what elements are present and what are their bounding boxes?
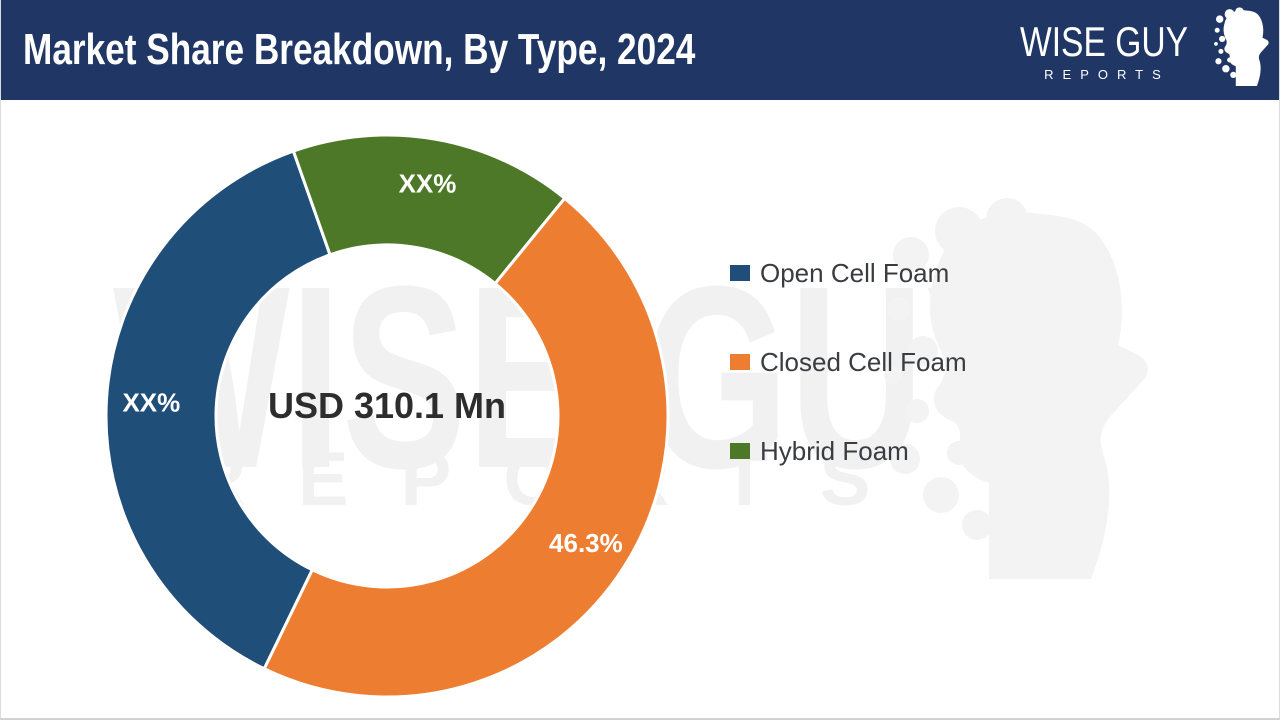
donut-slice-open-cell-foam	[104, 149, 332, 671]
legend-swatch-orange	[730, 354, 750, 370]
logo-wiseguy-label: WISE GUY	[1019, 18, 1188, 65]
legend-item-closed-cell-foam: Closed Cell Foam	[730, 347, 967, 377]
logo-reports-label: REPORTS	[1044, 67, 1170, 82]
logo-face-icon	[1214, 7, 1269, 87]
legend-label: Hybrid Foam	[760, 435, 909, 466]
legend-item-hybrid-foam: Hybrid Foam	[730, 436, 967, 466]
slice-value-label: 46.3%	[549, 528, 623, 558]
chart-legend: Open Cell Foam Closed Cell Foam Hybrid F…	[730, 258, 967, 525]
header-bar: Market Share Breakdown, By Type, 2024 WI…	[1, 0, 1279, 100]
wise-guy-logo: WISE GUY REPORTS	[1009, 0, 1273, 100]
slice-value-label: XX%	[399, 169, 457, 199]
page-title: Market Share Breakdown, By Type, 2024	[23, 25, 696, 74]
donut-slice-closed-cell-foam	[262, 196, 670, 699]
donut-center-value: USD 310.1 Mn	[267, 385, 507, 426]
slice-value-label: XX%	[122, 388, 180, 418]
legend-label: Open Cell Foam	[760, 257, 950, 288]
legend-swatch-blue	[730, 265, 750, 281]
legend-label: Closed Cell Foam	[760, 346, 967, 377]
logo-text: WISE GUY REPORTS	[999, 18, 1209, 83]
legend-swatch-green	[730, 443, 750, 459]
legend-item-open-cell-foam: Open Cell Foam	[730, 258, 967, 288]
